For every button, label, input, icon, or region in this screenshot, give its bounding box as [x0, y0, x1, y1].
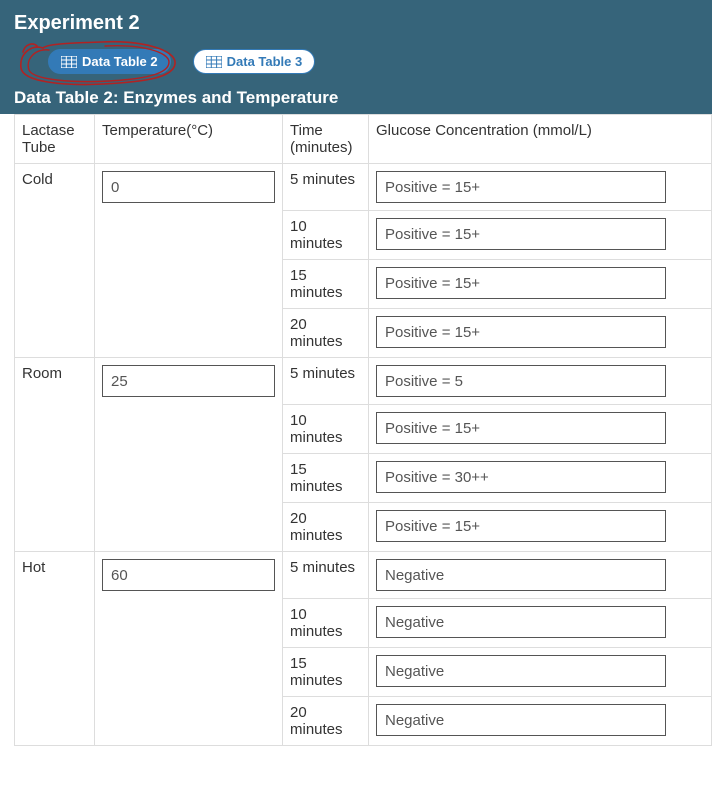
glucose-input[interactable] [376, 316, 666, 348]
cell-time: 5 minutes [283, 358, 369, 405]
cell-time: 10 minutes [283, 599, 369, 648]
cell-lactase-tube: Cold [15, 164, 95, 358]
cell-glucose [369, 503, 712, 552]
table-subtitle: Data Table 2: Enzymes and Temperature [14, 88, 698, 108]
glucose-input[interactable] [376, 218, 666, 250]
table-row: Cold5 minutes [15, 164, 712, 211]
col-time: Time (minutes) [283, 115, 369, 164]
cell-temperature [95, 358, 283, 552]
glucose-input[interactable] [376, 704, 666, 736]
table-wrapper: Lactase Tube Temperature(°C) Time (minut… [0, 114, 712, 746]
col-lactase-tube: Lactase Tube [15, 115, 95, 164]
temperature-input[interactable] [102, 365, 275, 397]
cell-glucose [369, 552, 712, 599]
cell-glucose [369, 211, 712, 260]
glucose-input[interactable] [376, 510, 666, 542]
cell-glucose [369, 697, 712, 746]
temperature-input[interactable] [102, 559, 275, 591]
cell-glucose [369, 648, 712, 697]
cell-time: 15 minutes [283, 648, 369, 697]
temperature-input[interactable] [102, 171, 275, 203]
cell-glucose [369, 358, 712, 405]
glucose-input[interactable] [376, 267, 666, 299]
cell-time: 10 minutes [283, 211, 369, 260]
tab-label: Data Table 3 [227, 54, 303, 69]
cell-time: 20 minutes [283, 503, 369, 552]
cell-time: 5 minutes [283, 164, 369, 211]
cell-time: 20 minutes [283, 309, 369, 358]
table-row: Room5 minutes [15, 358, 712, 405]
table-header-row: Lactase Tube Temperature(°C) Time (minut… [15, 115, 712, 164]
glucose-input[interactable] [376, 559, 666, 591]
tab-data-table-2[interactable]: Data Table 2 [48, 49, 171, 74]
tab-label: Data Table 2 [82, 54, 158, 69]
glucose-input[interactable] [376, 171, 666, 203]
cell-glucose [369, 405, 712, 454]
cell-time: 5 minutes [283, 552, 369, 599]
cell-glucose [369, 309, 712, 358]
cell-time: 10 minutes [283, 405, 369, 454]
cell-lactase-tube: Room [15, 358, 95, 552]
cell-glucose [369, 260, 712, 309]
table-icon [61, 56, 77, 68]
cell-glucose [369, 164, 712, 211]
cell-glucose [369, 454, 712, 503]
glucose-input[interactable] [376, 606, 666, 638]
glucose-input[interactable] [376, 655, 666, 687]
glucose-input[interactable] [376, 412, 666, 444]
cell-temperature [95, 164, 283, 358]
data-table: Lactase Tube Temperature(°C) Time (minut… [14, 114, 712, 746]
cell-glucose [369, 599, 712, 648]
col-temperature: Temperature(°C) [95, 115, 283, 164]
cell-lactase-tube: Hot [15, 552, 95, 746]
glucose-input[interactable] [376, 461, 666, 493]
cell-temperature [95, 552, 283, 746]
experiment-title: Experiment 2 [14, 12, 698, 35]
cell-time: 15 minutes [283, 454, 369, 503]
cell-time: 20 minutes [283, 697, 369, 746]
cell-time: 15 minutes [283, 260, 369, 309]
col-glucose: Glucose Concentration (mmol/L) [369, 115, 712, 164]
glucose-input[interactable] [376, 365, 666, 397]
experiment-header: Experiment 2 Data Table 2 [0, 0, 712, 114]
table-icon [206, 56, 222, 68]
tabs-container: Data Table 2 Data Table 3 [14, 49, 698, 74]
table-row: Hot5 minutes [15, 552, 712, 599]
tab-data-table-3[interactable]: Data Table 3 [193, 49, 316, 74]
